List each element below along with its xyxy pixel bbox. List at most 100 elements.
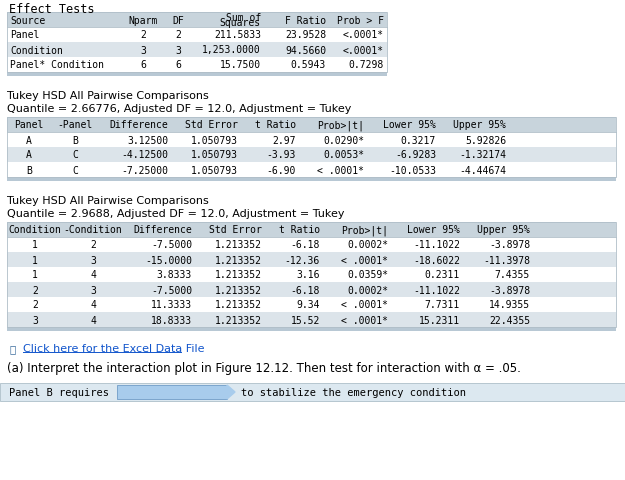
Text: Difference: Difference (109, 120, 168, 130)
Text: <.0001*: <.0001* (343, 46, 384, 55)
Text: Upper 95%: Upper 95% (453, 120, 506, 130)
Text: 1: 1 (32, 270, 38, 280)
Text: 3: 3 (90, 255, 96, 265)
Bar (7, 13, 387, 73)
Text: 3: 3 (32, 315, 38, 325)
Bar (7, 178, 616, 181)
Bar (7, 238, 616, 252)
Text: 15.7500: 15.7500 (220, 60, 261, 71)
Text: -18.6022: -18.6022 (413, 255, 460, 265)
Bar (7, 58, 387, 73)
Text: 2: 2 (140, 30, 146, 40)
Text: Std Error: Std Error (209, 225, 262, 235)
Text: 3: 3 (175, 46, 181, 55)
Text: -12.36: -12.36 (285, 255, 320, 265)
Text: -Panel: -Panel (58, 120, 92, 130)
Bar (7, 223, 616, 327)
Text: < .0001*: < .0001* (317, 165, 364, 175)
Text: 3: 3 (90, 285, 96, 295)
Text: Squares: Squares (220, 18, 261, 28)
Text: 18.8333: 18.8333 (151, 315, 192, 325)
Text: Source: Source (10, 15, 45, 25)
Text: 0.3217: 0.3217 (401, 135, 436, 145)
Text: -10.0533: -10.0533 (389, 165, 436, 175)
Text: -15.0000: -15.0000 (145, 255, 192, 265)
Text: Panel: Panel (10, 30, 39, 40)
Text: 6: 6 (175, 60, 181, 71)
Text: t Ratio: t Ratio (255, 120, 296, 130)
Text: 22.4355: 22.4355 (489, 315, 530, 325)
Text: Panel B requires: Panel B requires (9, 387, 109, 397)
Text: 4: 4 (90, 270, 96, 280)
Bar (7, 267, 616, 282)
Text: 9.34: 9.34 (296, 300, 320, 310)
Text: Quantile = 2.66776, Adjusted DF = 12.0, Adjustment = Tukey: Quantile = 2.66776, Adjusted DF = 12.0, … (7, 104, 351, 114)
Text: 7.7311: 7.7311 (425, 300, 460, 310)
Bar (7, 327, 616, 331)
Text: -6.18: -6.18 (291, 285, 320, 295)
Bar (7, 223, 616, 327)
Bar (117, 385, 227, 399)
Text: Upper 95%: Upper 95% (477, 225, 530, 235)
Text: -6.90: -6.90 (267, 165, 296, 175)
Text: B: B (72, 135, 78, 145)
Text: 1,253.0000: 1,253.0000 (202, 46, 261, 55)
Bar (7, 148, 616, 163)
Text: 7.4355: 7.4355 (495, 270, 530, 280)
Text: 211.5833: 211.5833 (214, 30, 261, 40)
Text: Prob > F: Prob > F (337, 15, 384, 25)
Bar (0, 383, 625, 401)
Text: 1.213352: 1.213352 (215, 300, 262, 310)
Text: 3.8333: 3.8333 (157, 270, 192, 280)
Text: 2: 2 (90, 240, 96, 250)
Text: B: B (26, 165, 32, 175)
Text: -7.5000: -7.5000 (151, 240, 192, 250)
Text: -Condition: -Condition (64, 225, 122, 235)
Text: < .0001*: < .0001* (341, 315, 388, 325)
Text: DF: DF (172, 15, 184, 25)
Text: -7.5000: -7.5000 (151, 285, 192, 295)
Polygon shape (227, 385, 235, 399)
Text: 0.0002*: 0.0002* (347, 285, 388, 295)
Text: 94.5660: 94.5660 (285, 46, 326, 55)
Bar (7, 252, 616, 267)
Text: -3.8978: -3.8978 (489, 285, 530, 295)
Text: < .0001*: < .0001* (341, 300, 388, 310)
Text: -11.3978: -11.3978 (483, 255, 530, 265)
Text: t Ratio: t Ratio (279, 225, 320, 235)
Text: Tukey HSD All Pairwise Comparisons: Tukey HSD All Pairwise Comparisons (7, 91, 209, 101)
Text: Prob>|t|: Prob>|t| (317, 120, 364, 131)
Text: 1.213352: 1.213352 (215, 315, 262, 325)
Text: F Ratio: F Ratio (285, 15, 326, 25)
Bar (7, 28, 387, 43)
Text: Prob>|t|: Prob>|t| (341, 225, 388, 235)
Bar (7, 118, 616, 133)
Text: -7.25000: -7.25000 (121, 165, 168, 175)
Text: Quantile = 2.9688, Adjusted DF = 12.0, Adjustment = Tukey: Quantile = 2.9688, Adjusted DF = 12.0, A… (7, 209, 344, 218)
Text: 6: 6 (140, 60, 146, 71)
Text: 0.0002*: 0.0002* (347, 240, 388, 250)
Text: 2: 2 (32, 300, 38, 310)
Text: 📄: 📄 (9, 343, 15, 353)
Text: 2.97: 2.97 (272, 135, 296, 145)
Text: (a) Interpret the interaction plot in Figure 12.12. Then test for interaction wi: (a) Interpret the interaction plot in Fi… (7, 361, 521, 374)
Text: Sum of: Sum of (226, 13, 261, 23)
Text: Lower 95%: Lower 95% (383, 120, 436, 130)
Text: 0.2311: 0.2311 (425, 270, 460, 280)
Text: Panel* Condition: Panel* Condition (10, 60, 104, 71)
Bar (7, 133, 616, 148)
Bar (7, 223, 616, 238)
Text: < .0001*: < .0001* (341, 255, 388, 265)
Text: -1.32174: -1.32174 (459, 150, 506, 160)
Text: 15.52: 15.52 (291, 315, 320, 325)
Text: -3.93: -3.93 (267, 150, 296, 160)
Text: 1: 1 (32, 255, 38, 265)
Bar (7, 43, 387, 58)
Text: Std Error: Std Error (185, 120, 238, 130)
Text: 3.16: 3.16 (296, 270, 320, 280)
Text: 2: 2 (175, 30, 181, 40)
Bar (7, 298, 616, 312)
Text: 1.213352: 1.213352 (215, 255, 262, 265)
Text: to stabilize the emergency condition: to stabilize the emergency condition (241, 387, 466, 397)
Text: C: C (72, 165, 78, 175)
